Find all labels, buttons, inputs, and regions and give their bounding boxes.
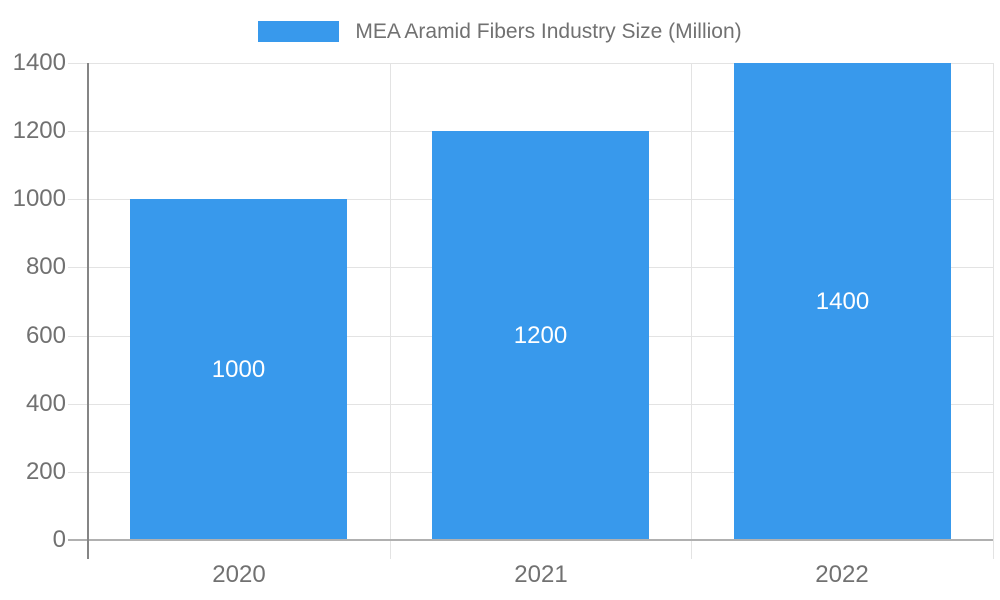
bar-value-label: 1000: [211, 355, 266, 383]
y-tick-label: 200: [25, 458, 66, 485]
legend-label: MEA Aramid Fibers Industry Size (Million…: [355, 19, 742, 43]
category-separator: [691, 63, 692, 559]
legend[interactable]: MEA Aramid Fibers Industry Size (Million…: [0, 18, 1000, 45]
bar-value-label: 1400: [815, 287, 870, 315]
y-axis-line: [87, 63, 89, 559]
bar-2021[interactable]: 1200: [432, 131, 649, 540]
y-tick-label: 1400: [12, 49, 66, 76]
category-separator: [390, 63, 391, 559]
y-tick-label: 0: [52, 526, 66, 553]
legend-swatch: [258, 21, 340, 42]
x-axis-baseline: [68, 539, 993, 541]
category-separator: [993, 63, 994, 559]
gridline: [68, 63, 993, 64]
bar-value-label: 1200: [513, 321, 568, 349]
bar-2020[interactable]: 1000: [130, 199, 347, 540]
y-tick-label: 400: [25, 390, 66, 417]
x-tick-label: 2022: [815, 561, 869, 588]
x-tick-label: 2020: [212, 561, 266, 588]
bar-2022[interactable]: 1400: [734, 63, 951, 540]
y-tick-label: 1000: [12, 185, 66, 212]
x-tick-label: 2021: [514, 561, 568, 588]
y-tick-label: 1200: [12, 117, 66, 144]
y-tick-label: 800: [25, 253, 66, 280]
y-tick-label: 600: [25, 322, 66, 349]
